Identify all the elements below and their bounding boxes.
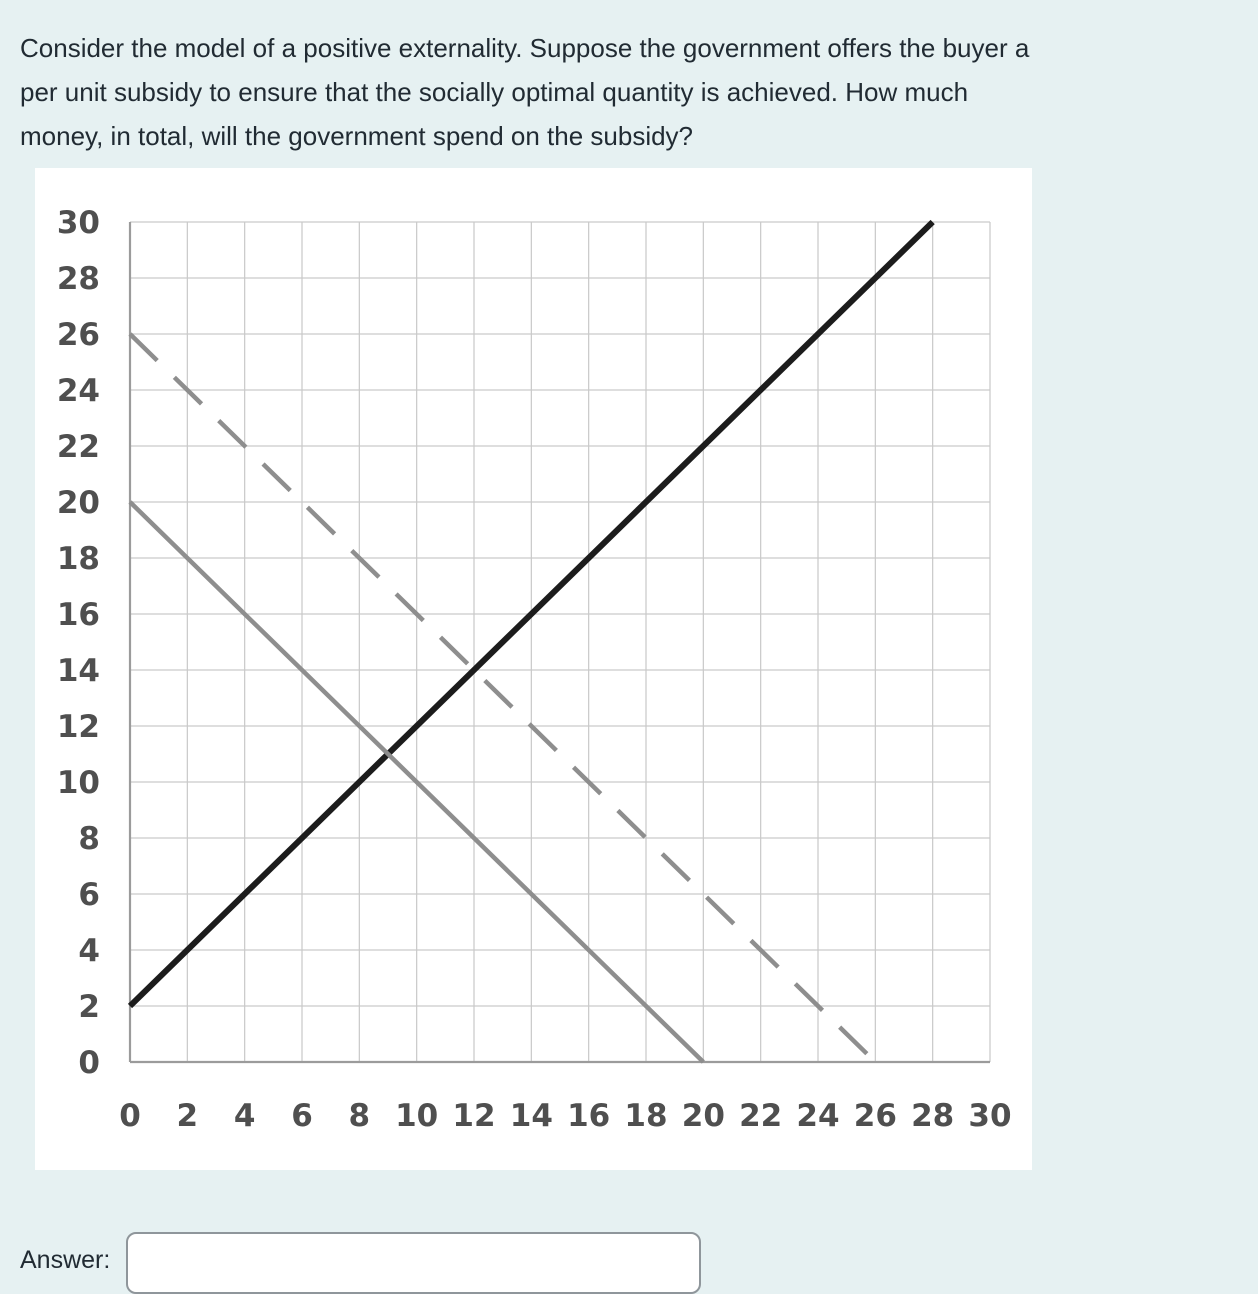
answer-row: Answer: <box>20 1232 702 1294</box>
x-tick-label: 26 <box>854 1098 897 1134</box>
y-tick-label: 28 <box>57 261 100 297</box>
y-tick-label: 6 <box>78 877 100 913</box>
x-tick-label: 18 <box>624 1098 667 1134</box>
x-tick-label: 2 <box>177 1098 199 1134</box>
x-tick-label: 28 <box>911 1098 954 1134</box>
x-tick-label: 8 <box>349 1098 371 1134</box>
question-line: per unit subsidy to ensure that the soci… <box>20 77 969 107</box>
y-tick-label: 0 <box>78 1045 100 1081</box>
x-tick-label: 10 <box>395 1098 438 1134</box>
supply-marginal-cost-line <box>127 219 935 1009</box>
y-tick-label: 22 <box>57 429 100 465</box>
y-tick-label: 16 <box>57 597 100 633</box>
y-tick-label: 2 <box>78 989 100 1025</box>
y-tick-label: 18 <box>57 541 100 577</box>
y-tick-label: 4 <box>78 933 100 969</box>
x-tick-label: 0 <box>119 1098 141 1134</box>
y-tick-label: 8 <box>78 821 100 857</box>
social-marginal-benefit-line <box>128 332 877 1064</box>
y-tick-label: 24 <box>57 373 100 409</box>
x-tick-label: 16 <box>567 1098 610 1134</box>
private-demand-line <box>128 500 705 1064</box>
x-tick-label: 14 <box>510 1098 553 1134</box>
x-tick-label: 20 <box>682 1098 725 1134</box>
question-line: Consider the model of a positive externa… <box>20 33 1030 63</box>
question-line: money, in total, will the government spe… <box>20 121 694 151</box>
x-tick-label: 22 <box>739 1098 782 1134</box>
x-tick-label: 12 <box>452 1098 495 1134</box>
x-tick-label: 24 <box>796 1098 839 1134</box>
y-tick-label: 10 <box>57 765 100 801</box>
y-tick-label: 26 <box>57 317 100 353</box>
question-text: Consider the model of a positive externa… <box>20 26 1248 158</box>
y-tick-label: 12 <box>57 709 100 745</box>
x-tick-label: 6 <box>291 1098 313 1134</box>
chart-panel: 0 2 4 6 8 10 12 14 16 18 20 22 24 26 28 30 0 2 4 6 8 10 12 14 16… <box>35 168 1032 1170</box>
y-tick-label: 30 <box>57 205 100 241</box>
y-tick-label: 20 <box>57 485 100 521</box>
y-tick-label: 14 <box>57 653 100 689</box>
answer-label: Answer: <box>20 1246 111 1274</box>
x-tick-label: 4 <box>234 1098 256 1134</box>
x-tick-label: 30 <box>968 1098 1011 1134</box>
answer-input[interactable] <box>126 1232 702 1294</box>
